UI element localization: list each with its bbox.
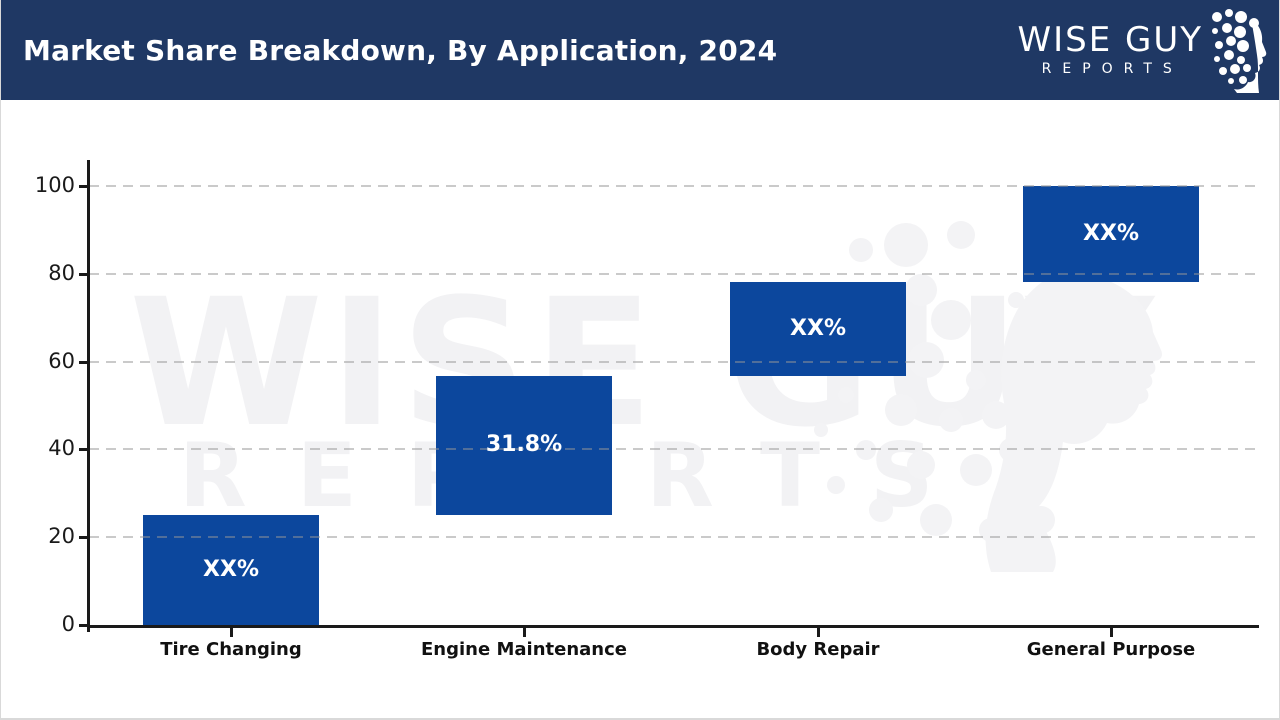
bar-label-engine-maintenance: 31.8%	[485, 432, 563, 458]
x-tick-mark-tire-changing	[230, 628, 233, 637]
x-tick-mark-body-repair	[817, 628, 820, 637]
y-tick-label-80: 80	[48, 260, 75, 285]
bar-label-general-purpose: XX%	[1083, 220, 1139, 246]
x-tick-mark-general-purpose	[1110, 628, 1113, 637]
header-bar: Market Share Breakdown, By Application, …	[1, 0, 1279, 100]
y-tick-mark-40	[79, 448, 87, 452]
gridline-y-100	[89, 185, 1259, 187]
bar-label-tire-changing: XX%	[203, 557, 259, 583]
bar-engine-maintenance	[436, 375, 612, 516]
watermark-wordmark: WISE GUY	[129, 261, 1160, 466]
wise-guy-reports-logo: WISE GUY REPORTS	[1017, 7, 1279, 93]
y-tick-mark-60	[79, 360, 87, 364]
x-tick-mark-engine-maintenance	[523, 628, 526, 637]
gridline-y-20	[89, 536, 1259, 539]
gridline-y-40	[89, 448, 1259, 451]
page-title: Market Share Breakdown, By Application, …	[23, 33, 778, 67]
y-tick-mark-0	[79, 624, 87, 627]
x-category-label-engine-maintenance: Engine Maintenance	[421, 639, 627, 660]
y-tick-mark-100	[79, 185, 87, 188]
logo-secondary-text: REPORTS	[1041, 61, 1183, 77]
y-tick-label-40: 40	[48, 436, 75, 461]
y-axis-spine	[87, 159, 90, 632]
gridline-y-60	[89, 360, 1259, 363]
dotted-head-icon	[1212, 9, 1267, 93]
logo-text: WISE GUY REPORTS	[1017, 23, 1203, 77]
bar-label-body-repair: XX%	[790, 315, 846, 341]
logo-primary-text: WISE GUY	[1017, 20, 1203, 60]
bar-body-repair	[730, 281, 906, 376]
x-category-label-body-repair: Body Repair	[756, 639, 880, 660]
x-category-label-tire-changing: Tire Changing	[160, 639, 302, 660]
x-category-label-general-purpose: General Purpose	[1026, 639, 1196, 660]
y-tick-label-0: 0	[61, 612, 75, 636]
y-tick-label-60: 60	[48, 348, 75, 373]
y-tick-label-100: 100	[34, 173, 75, 197]
x-axis-spine	[87, 625, 1259, 628]
gridline-y-80	[89, 272, 1259, 275]
y-tick-mark-20	[79, 536, 87, 540]
bar-general-purpose	[1023, 186, 1199, 282]
bar-tire-changing	[143, 515, 319, 625]
y-tick-label-20: 20	[48, 524, 75, 549]
y-tick-mark-80	[79, 272, 87, 276]
